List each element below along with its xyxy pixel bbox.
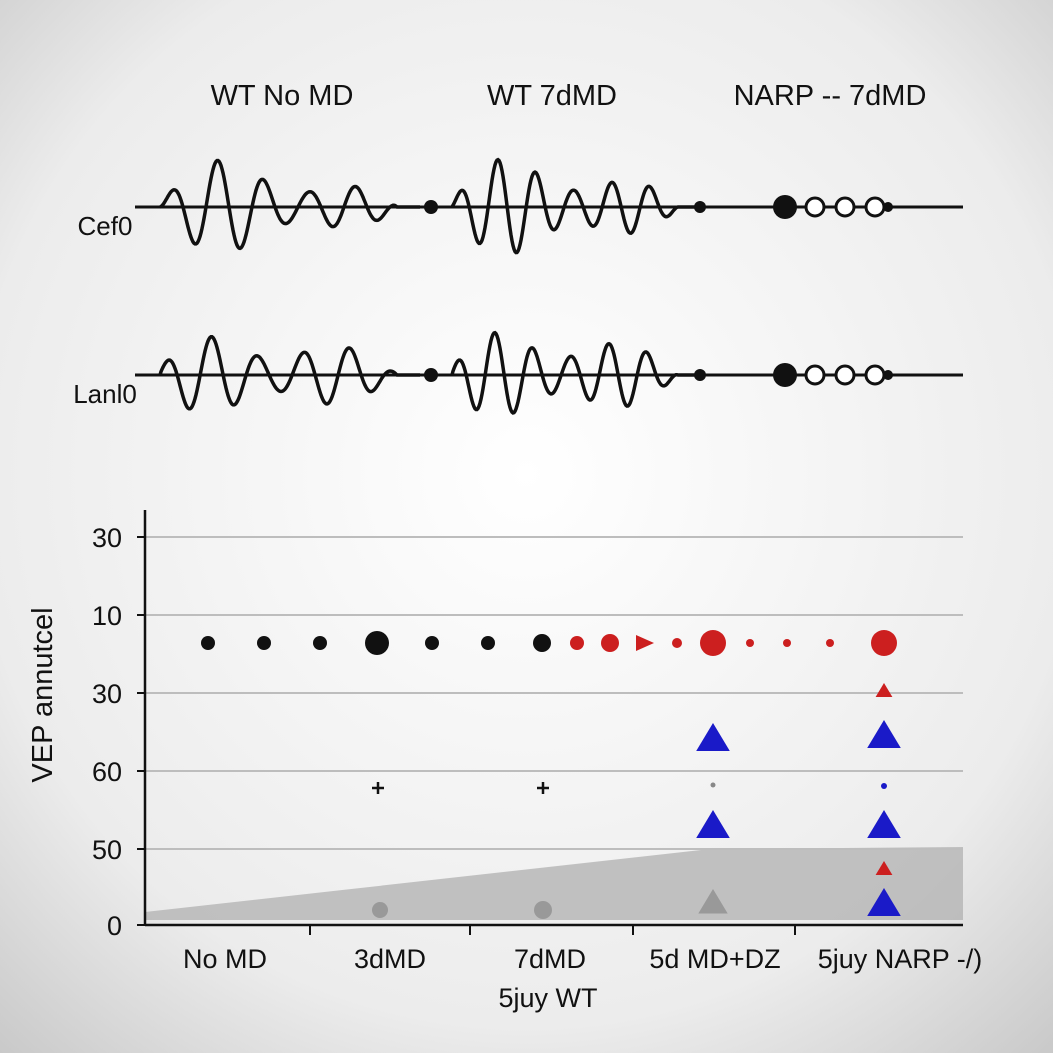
open-dot [834, 364, 856, 386]
trace-dot [883, 370, 893, 380]
trace-dot [424, 368, 438, 382]
open-dot [864, 364, 886, 386]
y-axis-label: VEP annutcel [27, 607, 59, 782]
marker [201, 636, 215, 650]
marker [881, 783, 887, 789]
marker [871, 630, 897, 656]
x-tick-label: 5juy NARP -/) [818, 944, 983, 974]
y-tick-label: 0 [107, 911, 122, 941]
x-sub-label: 5juy WT [498, 983, 597, 1013]
marker [826, 639, 834, 647]
marker [696, 723, 730, 751]
open-dot [864, 196, 886, 218]
row-label: Lanl0 [73, 379, 137, 409]
y-tick-label: 10 [92, 601, 122, 631]
open-dot [834, 196, 856, 218]
column-title: WT 7dMD [487, 80, 617, 112]
marker [696, 810, 730, 838]
marker [372, 902, 388, 918]
marker [875, 683, 893, 697]
x-tick-label: 3dMD [354, 944, 426, 974]
marker [746, 639, 754, 647]
marker [570, 636, 584, 650]
marker [365, 631, 389, 655]
marker [425, 636, 439, 650]
waveform [450, 330, 700, 415]
trace-dot [773, 363, 797, 387]
marker [257, 636, 271, 650]
marker [710, 782, 716, 788]
waveform [450, 157, 700, 255]
column-title: NARP -- 7dMD [734, 80, 927, 112]
row-label: Cef0 [78, 211, 133, 241]
x-tick-label: 7dMD [514, 944, 586, 974]
marker [481, 636, 495, 650]
bottom-panel: 30 10 30 60 50 0 VEP annutcel No MD 3dMD 7dMD 5d M… [27, 510, 982, 1013]
marker [601, 634, 619, 652]
marker [672, 638, 682, 648]
y-tick-label: 30 [92, 679, 122, 709]
x-tick-label: 5d MD+DZ [649, 944, 780, 974]
top-panel: WT No MD WT 7dMD NARP -- 7dMD Cef0 Lanl0 [73, 80, 963, 415]
marker [537, 782, 549, 794]
y-tick-label: 30 [92, 523, 122, 553]
marker [867, 720, 901, 748]
marker [875, 861, 893, 875]
marker [636, 635, 654, 651]
trace-dot [883, 202, 893, 212]
marker [698, 889, 728, 914]
marker [783, 639, 791, 647]
trace-dot [773, 195, 797, 219]
marker [533, 634, 551, 652]
waveform [158, 335, 420, 411]
shaded-area [145, 847, 963, 920]
marker [372, 782, 384, 794]
trace-dot [424, 200, 438, 214]
column-title: WT No MD [211, 80, 354, 112]
y-tick-label: 50 [92, 835, 122, 865]
trace-dot [694, 369, 706, 381]
x-tick-label: No MD [183, 944, 267, 974]
marker [700, 630, 726, 656]
marker [313, 636, 327, 650]
trace-dot [694, 201, 706, 213]
y-tick-label: 60 [92, 757, 122, 787]
waveform [159, 158, 420, 251]
marker [867, 888, 901, 916]
open-dot [804, 196, 826, 218]
marker [867, 810, 901, 838]
marker [534, 901, 552, 919]
open-dot [804, 364, 826, 386]
